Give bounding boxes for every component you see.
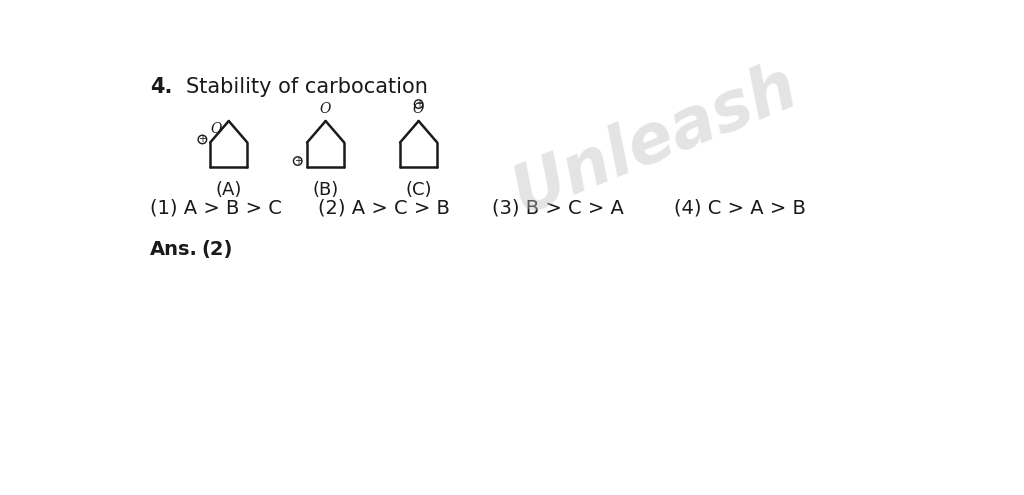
- Text: (B): (B): [312, 181, 339, 199]
- Text: +: +: [199, 135, 207, 145]
- Text: O: O: [211, 122, 222, 136]
- Text: O: O: [319, 102, 332, 116]
- Text: 4.: 4.: [150, 77, 172, 97]
- Text: (3) B > C > A: (3) B > C > A: [493, 198, 624, 217]
- Text: (C): (C): [406, 181, 432, 199]
- Text: Ans.: Ans.: [150, 241, 198, 259]
- Text: +: +: [415, 99, 423, 109]
- Text: O: O: [413, 102, 424, 116]
- Text: (1) A > B > C: (1) A > B > C: [150, 198, 282, 217]
- Text: +: +: [294, 156, 302, 166]
- Text: (4) C > A > B: (4) C > A > B: [675, 198, 806, 217]
- Text: (2) A > C > B: (2) A > C > B: [317, 198, 450, 217]
- Text: Stability of carbocation: Stability of carbocation: [186, 77, 428, 97]
- Text: (2): (2): [202, 241, 233, 259]
- Text: (A): (A): [216, 181, 242, 199]
- Text: Unleash: Unleash: [503, 53, 807, 227]
